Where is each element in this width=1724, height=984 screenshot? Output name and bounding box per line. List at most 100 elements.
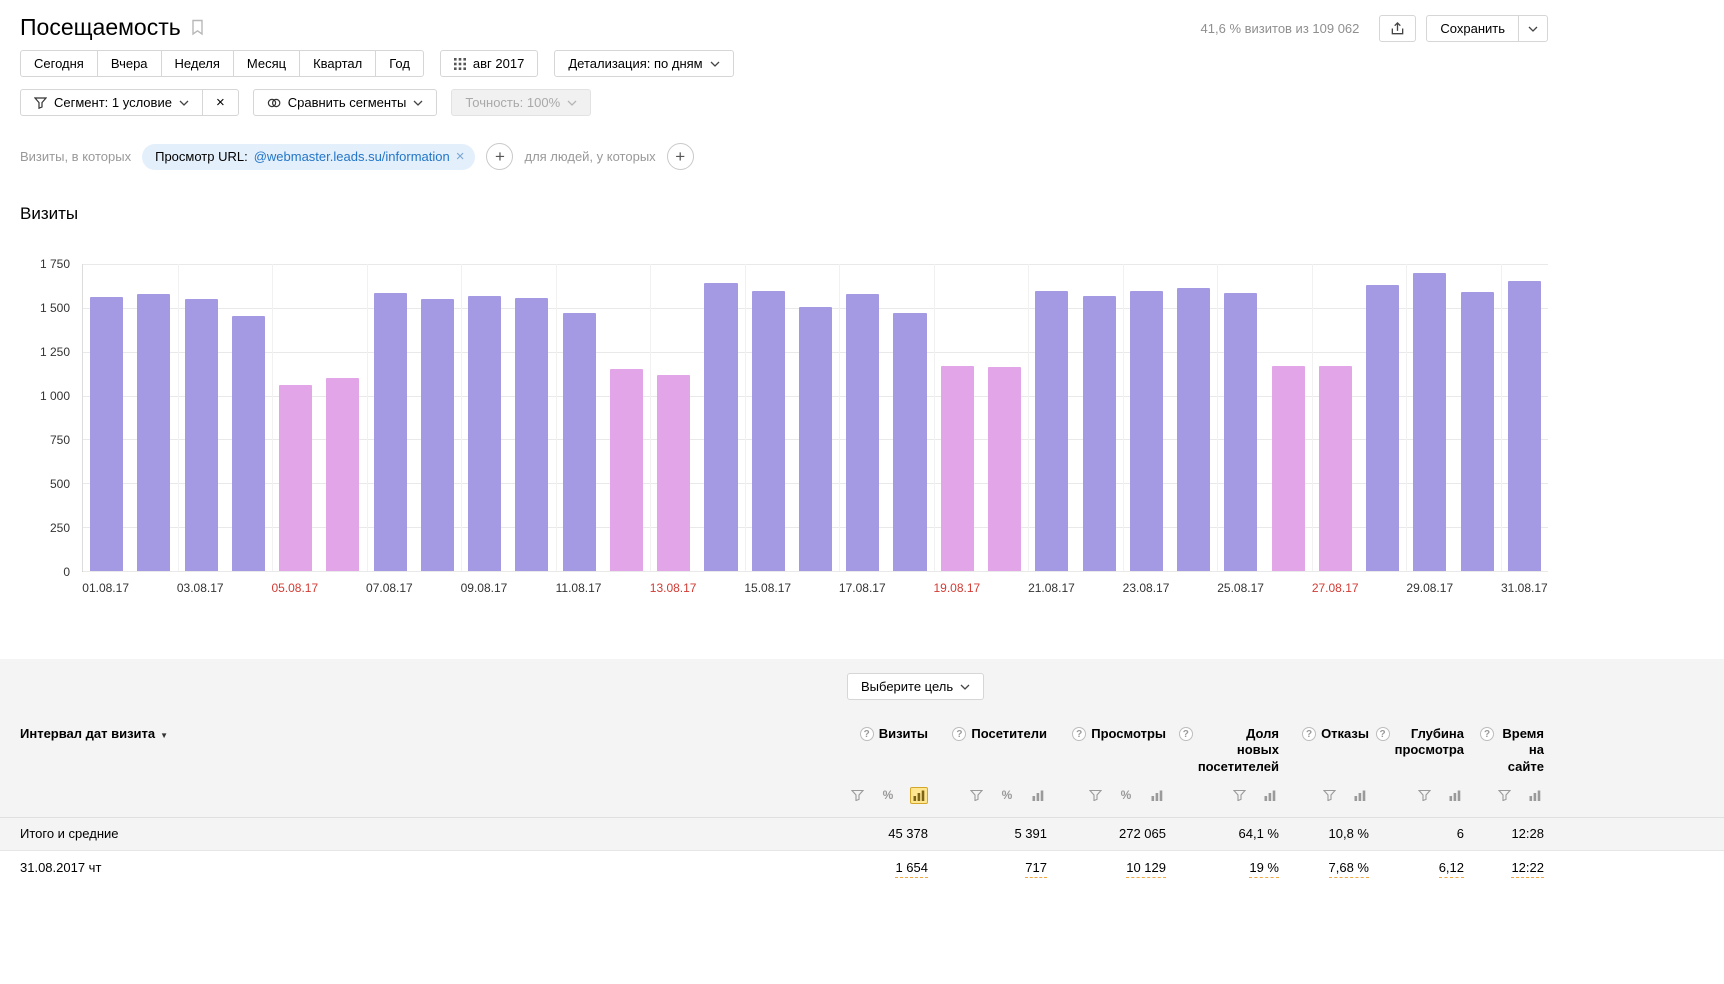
row-date-label[interactable]: 31.08.2017 чт (0, 849, 840, 885)
chart-bar-16.08.17[interactable] (798, 306, 833, 571)
url-filter-chip[interactable]: Просмотр URL: @webmaster.leads.su/inform… (142, 143, 476, 170)
column-header-1[interactable]: ? Визиты (840, 712, 944, 775)
bars-filter-icon[interactable] (1148, 787, 1166, 804)
column-header-4[interactable]: ? Доля новых посетителей (1178, 712, 1295, 775)
chevron-down-icon (567, 100, 577, 106)
chart-bar-14.08.17[interactable] (704, 283, 738, 571)
chart-bar-17.08.17[interactable] (846, 293, 880, 571)
chart-bar-31.08.17[interactable] (1507, 280, 1541, 571)
metric-header-row: Интервал дат визита ▼ ? Визиты? Посетители?… (0, 712, 1724, 775)
chip-url-value[interactable]: @webmaster.leads.su/information (253, 149, 450, 164)
percent-filter-icon[interactable]: % (882, 788, 894, 803)
add-visit-condition-button[interactable]: + (486, 143, 514, 170)
totals-value: 10,8 % (1295, 816, 1385, 851)
chart-vertical-gridline (1311, 264, 1313, 571)
save-button[interactable]: Сохранить (1426, 15, 1519, 42)
chart-bar-24.08.17[interactable] (1177, 287, 1211, 571)
period-button-6[interactable]: Год (375, 50, 424, 77)
period-button-1[interactable]: Сегодня (20, 50, 98, 77)
period-button-5[interactable]: Квартал (299, 50, 377, 77)
chart-bar-27.08.17[interactable] (1318, 365, 1352, 571)
chart-bar-19.08.17[interactable] (940, 365, 974, 571)
chart-bar-10.08.17[interactable] (515, 298, 549, 571)
period-button-2[interactable]: Вчера (96, 50, 162, 77)
chart-bar-11.08.17[interactable] (562, 313, 596, 571)
segment-clear-button[interactable]: × (201, 89, 239, 116)
bars-filter-icon[interactable] (1261, 787, 1279, 804)
chart-bar-13.08.17[interactable] (657, 375, 691, 571)
chart-bar-21.08.17[interactable] (1035, 291, 1069, 571)
chart-bar-22.08.17[interactable] (1082, 295, 1116, 571)
metric-value-link[interactable]: 7,68 % (1328, 860, 1369, 878)
chart-bar-03.08.17[interactable] (184, 299, 218, 571)
bars-filter-icon[interactable] (1029, 787, 1047, 804)
help-icon[interactable]: ? (952, 727, 967, 741)
percent-filter-icon[interactable]: % (1120, 788, 1132, 803)
column-header-7[interactable]: ? Время на сайте (1480, 712, 1560, 775)
help-icon[interactable]: ? (1375, 727, 1390, 741)
x-tick-label: 31.08.17 (1500, 581, 1548, 595)
select-goal-button[interactable]: Выберите цель (847, 673, 985, 700)
detalization-dropdown[interactable]: Детализация: по дням (554, 50, 734, 77)
accuracy-dropdown[interactable]: Точность: 100% (451, 89, 592, 116)
metric-value-link[interactable]: 1 654 (895, 860, 928, 878)
export-button[interactable] (1379, 15, 1417, 42)
funnel-filter-icon[interactable] (967, 787, 985, 804)
remove-filter-icon[interactable]: × (455, 148, 465, 165)
chart-bar-23.08.17[interactable] (1129, 291, 1163, 571)
chart-bar-02.08.17[interactable] (137, 293, 171, 571)
calendar-button[interactable]: авг 2017 (439, 50, 539, 77)
chart-bar-06.08.17[interactable] (326, 378, 360, 571)
bars-filter-icon[interactable] (1446, 787, 1464, 804)
bars-filter-icon[interactable] (1526, 787, 1544, 804)
period-button-3[interactable]: Неделя (160, 50, 234, 77)
funnel-filter-icon[interactable] (1320, 787, 1338, 804)
bars-filter-icon[interactable] (1351, 787, 1369, 804)
metric-value-link[interactable]: 12:22 (1511, 860, 1544, 878)
segment-dropdown[interactable]: Сегмент: 1 условие (20, 89, 203, 116)
chart-bar-29.08.17[interactable] (1413, 272, 1447, 571)
funnel-filter-icon[interactable] (1230, 787, 1248, 804)
bookmark-icon[interactable] (191, 19, 204, 36)
chart-bar-15.08.17[interactable] (751, 291, 785, 571)
chart-bar-07.08.17[interactable] (373, 292, 407, 571)
metric-value-link[interactable]: 717 (1025, 860, 1047, 878)
period-toolbar: Сегодня Вчера Неделя Месяц Квартал Год авг 20… (20, 50, 1548, 77)
column-header-2[interactable]: ? Посетители (944, 712, 1063, 775)
help-icon[interactable]: ? (1178, 727, 1193, 741)
chart-bar-08.08.17[interactable] (420, 299, 454, 571)
metric-value-link[interactable]: 6,12 (1438, 860, 1464, 878)
compare-segments-button[interactable]: Сравнить сегменты (252, 89, 438, 116)
chart-bar-05.08.17[interactable] (279, 385, 313, 571)
funnel-filter-icon[interactable] (848, 787, 866, 804)
funnel-filter-icon[interactable] (1495, 787, 1513, 804)
help-icon[interactable]: ? (1302, 727, 1317, 741)
metric-value-link[interactable]: 10 129 (1126, 860, 1166, 878)
add-people-condition-button[interactable]: + (666, 143, 694, 170)
chart-bar-12.08.17[interactable] (609, 369, 643, 571)
date-column-header[interactable]: Интервал дат визита ▼ (0, 712, 840, 775)
funnel-filter-icon[interactable] (1086, 787, 1104, 804)
chart-bar-09.08.17[interactable] (468, 296, 502, 571)
column-header-6[interactable]: ? Глубина просмотра (1375, 712, 1480, 775)
metric-value-link[interactable]: 19 % (1249, 860, 1279, 878)
column-header-5[interactable]: ? Отказы (1295, 712, 1385, 775)
funnel-filter-icon[interactable] (1415, 787, 1433, 804)
save-dropdown-button[interactable] (1518, 15, 1548, 42)
help-icon[interactable]: ? (859, 727, 874, 741)
percent-filter-icon[interactable]: % (1001, 788, 1013, 803)
help-icon[interactable]: ? (1480, 727, 1494, 741)
bars-filter-icon[interactable] (910, 786, 928, 804)
chart-bar-01.08.17[interactable] (90, 297, 124, 571)
period-button-4[interactable]: Месяц (232, 50, 301, 77)
chart-bar-18.08.17[interactable] (893, 313, 927, 571)
chart-bar-26.08.17[interactable] (1271, 365, 1305, 571)
column-header-3[interactable]: ? Просмотры (1063, 712, 1182, 775)
chart-bar-28.08.17[interactable] (1366, 285, 1400, 571)
chip-prefix: Просмотр URL: (155, 149, 248, 164)
chart-bar-25.08.17[interactable] (1224, 292, 1258, 571)
chart-bar-30.08.17[interactable] (1460, 292, 1494, 571)
chart-bar-20.08.17[interactable] (987, 366, 1022, 571)
chart-bar-04.08.17[interactable] (231, 315, 265, 571)
help-icon[interactable]: ? (1072, 727, 1087, 741)
